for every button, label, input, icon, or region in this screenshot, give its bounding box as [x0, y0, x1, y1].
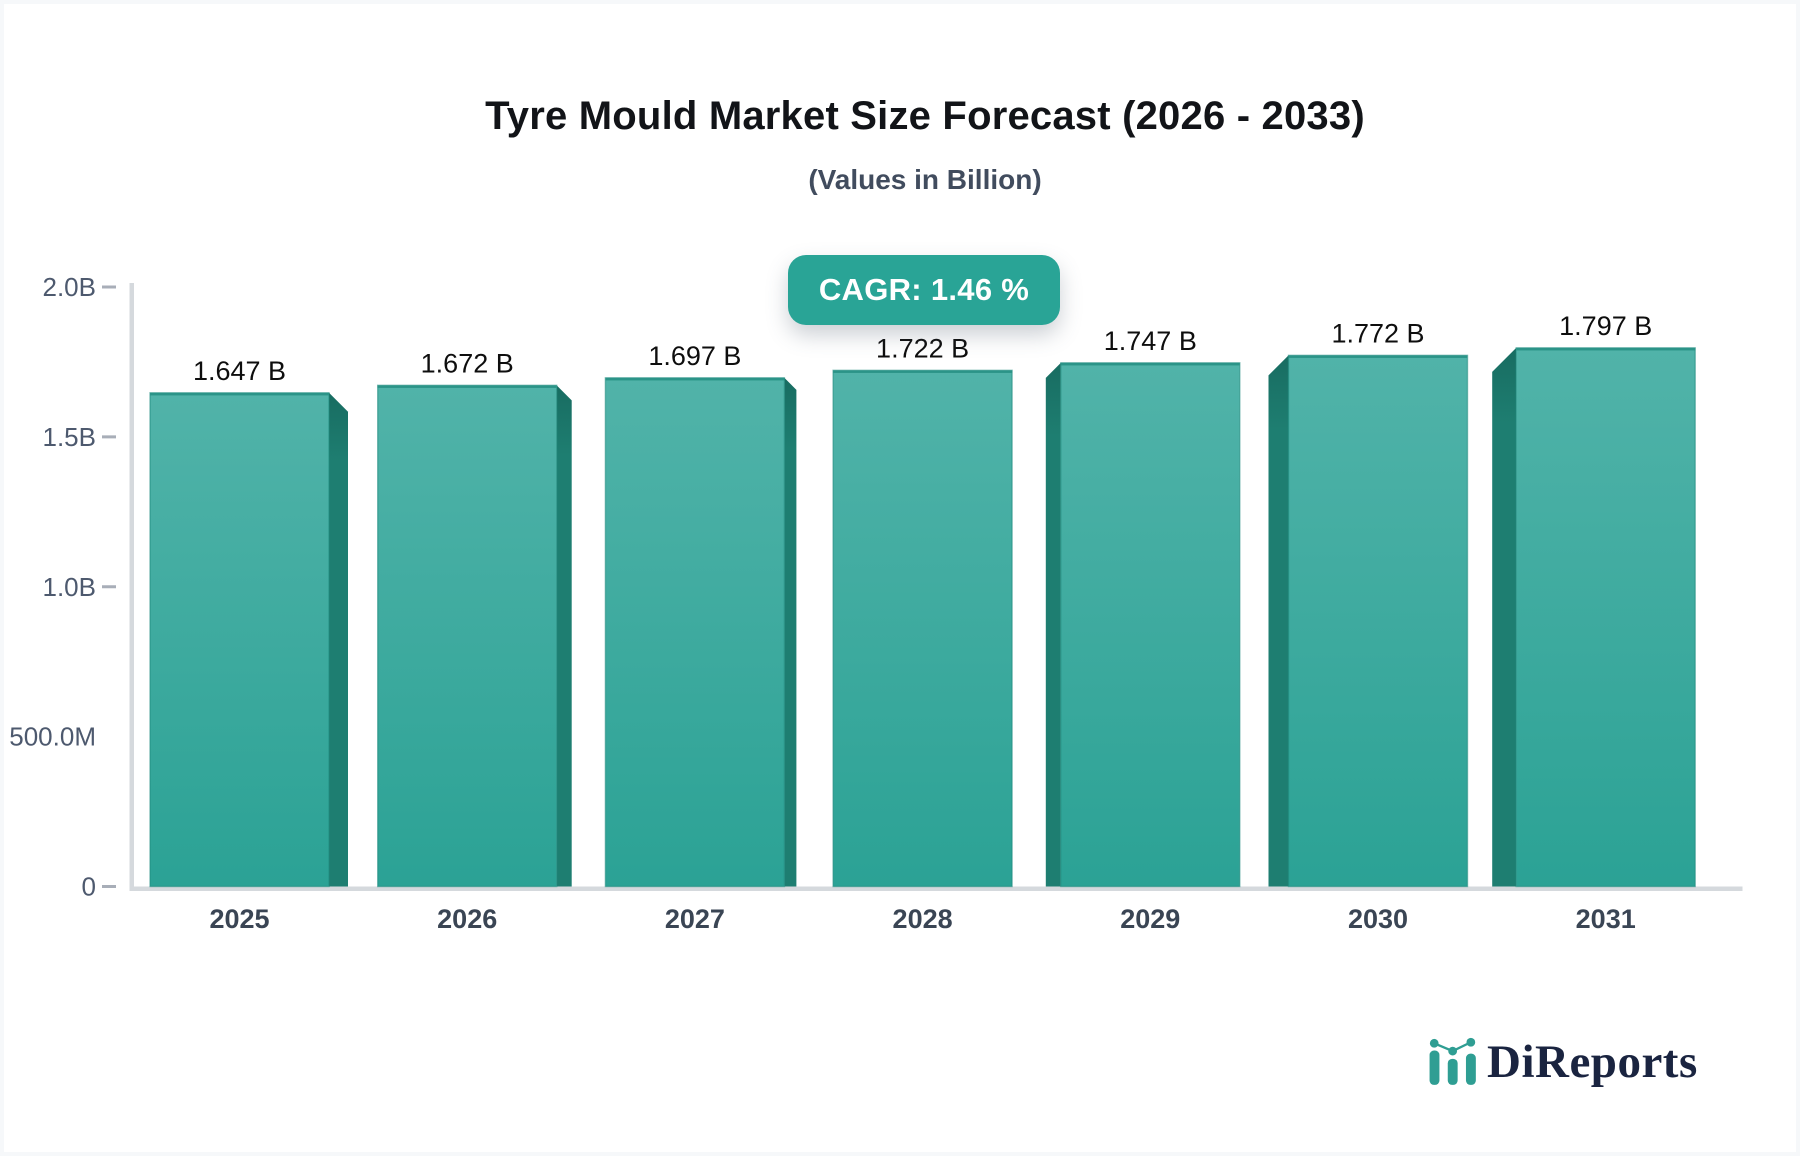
bar: [1287, 354, 1469, 888]
bar-value-label: 1.772 B: [1331, 318, 1424, 348]
y-tick-label: 1.0B: [43, 572, 97, 602]
bar-top-edge: [377, 385, 557, 388]
bar-side-face: [1045, 362, 1061, 887]
brand-name: DiReports: [1487, 1036, 1698, 1088]
x-category-label: 2031: [1576, 904, 1636, 934]
x-axis-line: [129, 886, 1743, 891]
bar-value-label: 1.672 B: [421, 348, 514, 378]
y-axis-line: [129, 283, 134, 891]
bar-top-edge: [605, 377, 785, 381]
chart-title: Tyre Mould Market Size Forecast (2026 - …: [485, 94, 1365, 138]
bar-side-face: [1492, 347, 1517, 887]
bar-top-edge: [1288, 355, 1468, 358]
bar-side-face: [1268, 355, 1289, 887]
y-tick: [102, 585, 116, 589]
cagr-badge-label: CAGR: 1.46 %: [818, 272, 1030, 307]
bar-value-label: 1.797 B: [1559, 311, 1652, 341]
y-tick-label: 0: [82, 872, 96, 902]
bar-top-edge: [833, 370, 1013, 373]
bar-value-label: 1.697 B: [648, 341, 741, 371]
bar-chart-trend-icon: [1429, 1037, 1476, 1085]
y-tick-label: 2.0B: [43, 272, 97, 302]
brand-logo: DiReports: [1428, 1030, 1698, 1094]
x-category-label: 2028: [893, 904, 953, 934]
bar: [377, 384, 558, 888]
x-category-label: 2025: [209, 904, 269, 934]
bar-top-edge: [1060, 362, 1240, 366]
bar-side-face: [784, 377, 797, 887]
bar-top-edge: [1516, 347, 1696, 351]
bar: [1515, 347, 1696, 888]
y-tick: [102, 285, 116, 289]
bar-side-face: [329, 392, 348, 887]
y-tick: [102, 435, 116, 439]
x-category-label: 2030: [1348, 904, 1408, 934]
y-tick-label: 500.0M: [9, 722, 96, 752]
y-tick-label: 1.5B: [43, 422, 97, 452]
bar-top-edge: [150, 392, 329, 396]
bar-value-label: 1.722 B: [876, 333, 969, 363]
bar: [604, 377, 786, 888]
bar: [149, 392, 330, 888]
chart-subtitle: (Values in Billion): [808, 164, 1042, 195]
y-tick: [102, 885, 116, 888]
bar: [1060, 362, 1241, 888]
bar-value-label: 1.747 B: [1104, 326, 1197, 356]
cagr-badge: CAGR: 1.46 %: [788, 255, 1060, 325]
bar-side-face: [556, 385, 572, 887]
x-category-label: 2027: [665, 904, 725, 934]
x-category-label: 2026: [437, 904, 497, 934]
bar: [832, 369, 1013, 888]
bar-value-label: 1.647 B: [193, 356, 286, 386]
x-category-label: 2029: [1120, 904, 1180, 934]
